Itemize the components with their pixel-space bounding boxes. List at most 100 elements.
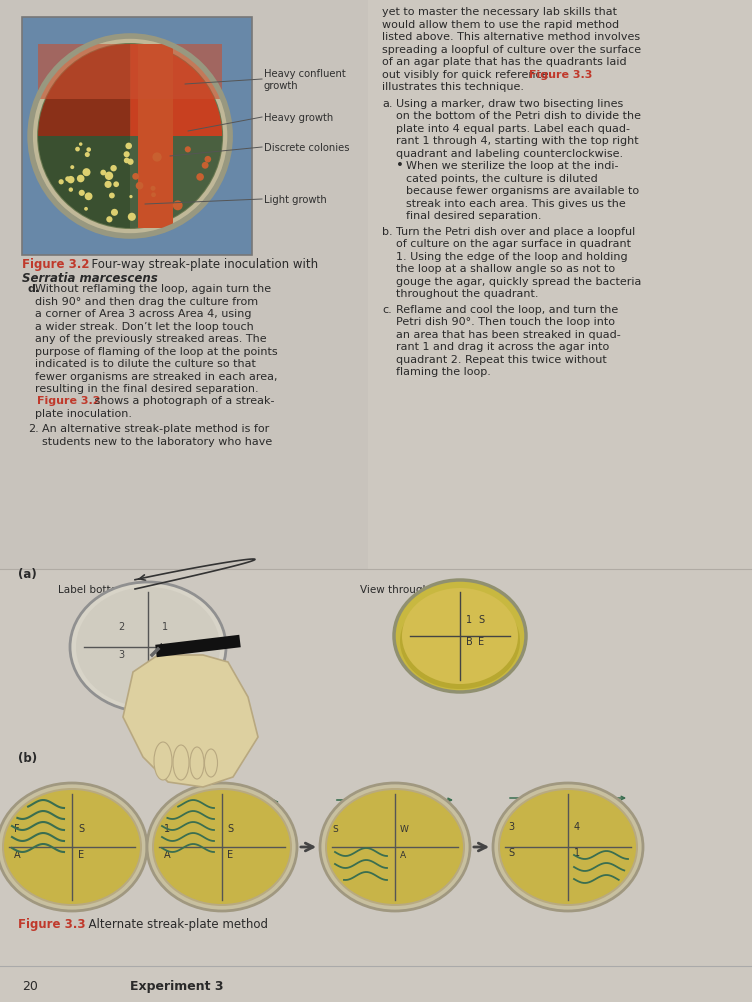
Text: a wider streak. Don’t let the loop touch: a wider streak. Don’t let the loop touch	[28, 322, 253, 332]
Text: Figure 3.2: Figure 3.2	[37, 396, 101, 406]
Ellipse shape	[402, 588, 518, 684]
Text: A: A	[164, 849, 171, 859]
Text: S: S	[508, 847, 514, 857]
Text: a.: a.	[382, 98, 393, 108]
Text: 1: 1	[466, 614, 472, 624]
Text: the loop at a shallow angle so as not to: the loop at a shallow angle so as not to	[396, 264, 615, 274]
Circle shape	[114, 182, 119, 188]
Text: 1: 1	[162, 621, 168, 631]
Circle shape	[86, 148, 91, 152]
Text: An alternative streak-plate method is for: An alternative streak-plate method is fo…	[42, 424, 269, 434]
Circle shape	[111, 165, 117, 172]
Text: cated points, the culture is diluted: cated points, the culture is diluted	[406, 173, 598, 183]
Circle shape	[135, 182, 144, 190]
Ellipse shape	[325, 789, 465, 906]
Circle shape	[205, 156, 211, 163]
Text: A: A	[14, 849, 20, 859]
Text: 4: 4	[158, 642, 163, 651]
Circle shape	[202, 162, 208, 169]
Text: plate into 4 equal parts. Label each quad-: plate into 4 equal parts. Label each qua…	[396, 123, 630, 133]
Circle shape	[105, 172, 114, 180]
Text: Figure 3.3: Figure 3.3	[529, 69, 593, 79]
Text: indicated is to dilute the culture so that: indicated is to dilute the culture so th…	[28, 359, 256, 369]
Text: fewer organisms are streaked in each area,: fewer organisms are streaked in each are…	[28, 371, 277, 381]
Ellipse shape	[152, 789, 292, 906]
Text: Heavy growth: Heavy growth	[264, 113, 333, 123]
Text: 2.: 2.	[28, 424, 39, 434]
Text: 1. Using the edge of the loop and holding: 1. Using the edge of the loop and holdin…	[396, 252, 628, 262]
Text: When we sterilize the loop at the indi-: When we sterilize the loop at the indi-	[406, 161, 618, 170]
Circle shape	[129, 195, 132, 199]
Text: Using a marker, draw two bisecting lines: Using a marker, draw two bisecting lines	[396, 98, 623, 108]
Text: (a): (a)	[18, 567, 37, 580]
Text: rant 1 and drag it across the agar into: rant 1 and drag it across the agar into	[396, 342, 609, 352]
Text: yet to master the necessary lab skills that: yet to master the necessary lab skills t…	[382, 7, 617, 17]
Text: Reflame and cool the loop, and turn the: Reflame and cool the loop, and turn the	[396, 305, 618, 315]
Text: 1: 1	[164, 824, 170, 834]
Text: would allow them to use the rapid method: would allow them to use the rapid method	[382, 19, 619, 29]
Circle shape	[111, 209, 118, 216]
Text: of culture on the agar surface in quadrant: of culture on the agar surface in quadra…	[396, 238, 631, 248]
Circle shape	[85, 153, 89, 158]
Circle shape	[106, 217, 113, 223]
Text: c.: c.	[382, 305, 392, 315]
Text: Experiment 3: Experiment 3	[130, 980, 223, 993]
Circle shape	[100, 170, 106, 176]
Text: Heavy confluent
growth: Heavy confluent growth	[264, 69, 346, 91]
Text: gouge the agar, quickly spread the bacteria: gouge the agar, quickly spread the bacte…	[396, 277, 641, 287]
Text: dish 90° and then drag the culture from: dish 90° and then drag the culture from	[28, 297, 258, 307]
FancyBboxPatch shape	[22, 18, 252, 256]
FancyBboxPatch shape	[138, 45, 173, 228]
Text: rant 1 through 4, starting with the top right: rant 1 through 4, starting with the top …	[396, 136, 638, 146]
Wedge shape	[38, 45, 130, 137]
Ellipse shape	[154, 791, 290, 904]
Text: students new to the laboratory who have: students new to the laboratory who have	[42, 437, 272, 447]
Ellipse shape	[400, 593, 520, 689]
Text: of an agar plate that has the quadrants laid: of an agar plate that has the quadrants …	[382, 57, 626, 67]
Text: F: F	[14, 824, 20, 834]
Circle shape	[127, 159, 134, 165]
Ellipse shape	[70, 582, 226, 712]
Text: because fewer organisms are available to: because fewer organisms are available to	[406, 185, 639, 195]
Ellipse shape	[327, 791, 463, 904]
Text: 1: 1	[574, 847, 580, 857]
Circle shape	[77, 175, 84, 183]
Text: Four-way streak-plate inoculation with: Four-way streak-plate inoculation with	[84, 258, 318, 271]
Ellipse shape	[493, 784, 643, 911]
Text: Serratia marcescens: Serratia marcescens	[22, 272, 158, 285]
Text: d.: d.	[28, 284, 40, 294]
Circle shape	[75, 147, 80, 152]
FancyBboxPatch shape	[0, 0, 368, 569]
Circle shape	[30, 37, 230, 236]
Circle shape	[123, 152, 129, 158]
Ellipse shape	[320, 784, 470, 911]
Circle shape	[124, 158, 129, 164]
Circle shape	[59, 180, 64, 185]
Ellipse shape	[394, 580, 526, 692]
Text: Light growth: Light growth	[264, 194, 327, 204]
Text: Figure 3.2: Figure 3.2	[22, 258, 89, 271]
Text: final desired separation.: final desired separation.	[406, 210, 541, 220]
Text: (b): (b)	[18, 752, 37, 765]
Text: E: E	[478, 636, 484, 646]
Ellipse shape	[0, 784, 147, 911]
Circle shape	[70, 166, 74, 170]
Text: S: S	[478, 614, 484, 624]
Text: S: S	[227, 824, 233, 834]
Text: W: W	[400, 825, 409, 834]
Wedge shape	[38, 137, 130, 228]
Ellipse shape	[500, 791, 636, 904]
Text: a corner of Area 3 across Area 4, using: a corner of Area 3 across Area 4, using	[28, 309, 251, 319]
Text: Without reflaming the loop, again turn the: Without reflaming the loop, again turn t…	[28, 284, 271, 294]
Text: Petri dish 90°. Then touch the loop into: Petri dish 90°. Then touch the loop into	[396, 317, 615, 327]
Ellipse shape	[498, 789, 638, 906]
Ellipse shape	[147, 784, 297, 911]
Circle shape	[83, 169, 90, 177]
Polygon shape	[123, 655, 258, 788]
Text: quadrant 2. Repeat this twice without: quadrant 2. Repeat this twice without	[396, 354, 607, 364]
Text: A: A	[400, 850, 406, 859]
Circle shape	[67, 176, 74, 184]
Text: Alternate streak-plate method: Alternate streak-plate method	[81, 917, 268, 930]
Circle shape	[196, 174, 204, 181]
Text: •: •	[396, 159, 404, 171]
